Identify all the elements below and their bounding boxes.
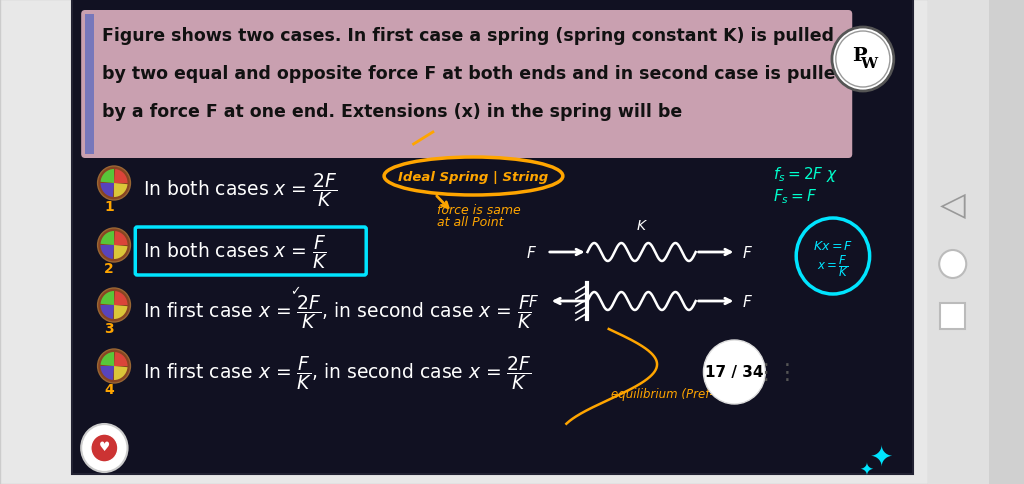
Text: Figure shows two cases. In first case a spring (spring constant K) is pulled: Figure shows two cases. In first case a … bbox=[102, 27, 835, 45]
Text: In first case $x$ = $\dfrac{F}{K}$, in second case $x$ = $\dfrac{2F}{K}$: In first case $x$ = $\dfrac{F}{K}$, in s… bbox=[143, 353, 531, 391]
Wedge shape bbox=[114, 366, 128, 380]
Text: ✓: ✓ bbox=[291, 285, 301, 298]
Wedge shape bbox=[100, 245, 114, 259]
Circle shape bbox=[97, 288, 130, 322]
Bar bbox=[73, 0, 913, 474]
Circle shape bbox=[81, 424, 128, 472]
Wedge shape bbox=[100, 231, 114, 245]
Wedge shape bbox=[100, 291, 114, 305]
Text: In both cases $x$ = $\dfrac{2F}{K}$: In both cases $x$ = $\dfrac{2F}{K}$ bbox=[143, 171, 338, 209]
Text: $F$: $F$ bbox=[742, 244, 753, 260]
Wedge shape bbox=[100, 170, 114, 183]
Text: 4: 4 bbox=[104, 382, 114, 396]
Text: 1: 1 bbox=[104, 199, 114, 213]
Text: P: P bbox=[852, 47, 866, 65]
Circle shape bbox=[836, 32, 890, 88]
Text: In both cases $x$ = $\dfrac{F}{K}$: In both cases $x$ = $\dfrac{F}{K}$ bbox=[143, 233, 328, 271]
Circle shape bbox=[97, 228, 130, 262]
Wedge shape bbox=[114, 170, 128, 183]
Text: $x = \dfrac{F}{K}$: $x = \dfrac{F}{K}$ bbox=[817, 253, 849, 278]
Text: ✦: ✦ bbox=[859, 461, 872, 479]
Wedge shape bbox=[114, 231, 128, 245]
Text: Ideal Spring | String: Ideal Spring | String bbox=[398, 170, 549, 183]
Text: $F$: $F$ bbox=[526, 244, 538, 260]
Circle shape bbox=[831, 28, 894, 92]
Circle shape bbox=[939, 251, 967, 278]
Text: ⋮⋮: ⋮⋮ bbox=[754, 362, 798, 382]
Text: at all Point: at all Point bbox=[437, 215, 503, 228]
Text: ♥: ♥ bbox=[98, 440, 110, 454]
Circle shape bbox=[91, 434, 118, 462]
Circle shape bbox=[97, 349, 130, 383]
Text: equilibrium (Pref→g): equilibrium (Pref→g) bbox=[611, 388, 732, 401]
FancyBboxPatch shape bbox=[81, 11, 852, 159]
Wedge shape bbox=[114, 291, 128, 305]
Text: 3: 3 bbox=[104, 321, 114, 335]
Text: ◁: ◁ bbox=[940, 188, 966, 221]
Circle shape bbox=[97, 166, 130, 200]
Wedge shape bbox=[114, 245, 128, 259]
Wedge shape bbox=[100, 183, 114, 197]
Text: $F$: $F$ bbox=[528, 293, 540, 309]
Text: $F_s = F$: $F_s = F$ bbox=[773, 187, 817, 206]
Text: $F$: $F$ bbox=[742, 293, 753, 309]
Text: W: W bbox=[860, 57, 878, 71]
Text: $f_s = 2F\ \chi$: $f_s = 2F\ \chi$ bbox=[773, 165, 838, 184]
Bar bbox=[940, 303, 966, 329]
Text: ✦: ✦ bbox=[869, 442, 893, 470]
Wedge shape bbox=[114, 305, 128, 319]
Text: by a force F at one end. Extensions (x) in the spring will be: by a force F at one end. Extensions (x) … bbox=[102, 103, 683, 121]
Wedge shape bbox=[114, 183, 128, 197]
Text: $Kx = F$: $Kx = F$ bbox=[813, 240, 853, 253]
Wedge shape bbox=[100, 366, 114, 380]
Bar bbox=[928, 0, 989, 484]
Text: 17 / 34: 17 / 34 bbox=[706, 365, 764, 380]
Wedge shape bbox=[100, 305, 114, 319]
Wedge shape bbox=[100, 352, 114, 366]
Text: $K$: $K$ bbox=[636, 219, 647, 232]
Bar bbox=[85, 15, 94, 155]
Text: In first case $x$ = $\dfrac{2F}{K}$, in second case $x$ = $\dfrac{F}{K}$: In first case $x$ = $\dfrac{2F}{K}$, in … bbox=[143, 292, 532, 330]
Circle shape bbox=[703, 340, 765, 404]
Text: force is same: force is same bbox=[437, 204, 520, 216]
Wedge shape bbox=[114, 352, 128, 366]
Text: by two equal and opposite force F at both ends and in second case is pulled: by two equal and opposite force F at bot… bbox=[102, 65, 849, 83]
Text: 2: 2 bbox=[104, 261, 114, 275]
